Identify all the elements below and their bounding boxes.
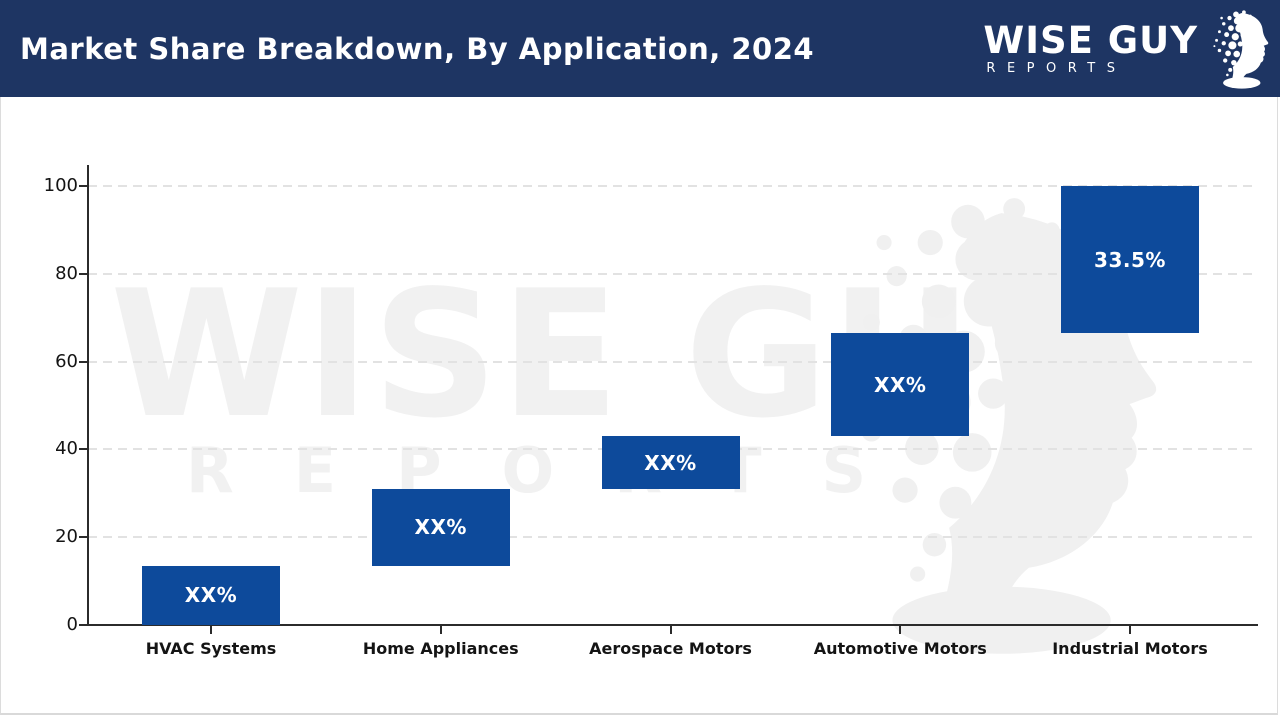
category-label: Home Appliances	[362, 639, 519, 658]
y-tick-label: 0	[66, 614, 78, 635]
y-tick-label: 100	[43, 175, 78, 196]
category-label: Industrial Motors	[1052, 639, 1208, 658]
y-tick-label: 20	[55, 526, 78, 548]
y-tick-mark	[79, 360, 88, 363]
bar-segment: 33.5%	[1061, 186, 1199, 334]
brand-logo: WISE GUY REPORTS	[983, 8, 1272, 90]
y-tick-label: 40	[55, 438, 78, 460]
page-title: Market Share Breakdown, By Application, …	[20, 31, 815, 66]
y-tick-label: 80	[55, 262, 78, 284]
y-tick-mark	[79, 536, 88, 539]
y-tick-mark	[79, 448, 88, 451]
gridline	[88, 185, 1258, 187]
x-tick-mark	[899, 626, 902, 634]
gridline	[88, 360, 1258, 363]
bar-segment: XX%	[601, 436, 740, 489]
brand-name: WISE GUY	[983, 19, 1198, 62]
bar-value-label: 33.5%	[1094, 247, 1166, 272]
x-tick-mark	[210, 626, 212, 634]
header: Market Share Breakdown, By Application, …	[0, 0, 1280, 97]
bar-segment: XX%	[371, 488, 510, 566]
logo-head-icon	[1213, 9, 1269, 89]
y-tick-label: 60	[55, 350, 78, 372]
x-tick-mark	[439, 626, 442, 634]
category-label: HVAC Systems	[145, 639, 277, 658]
bar-value-label: XX%	[874, 372, 927, 397]
gridline	[88, 536, 1258, 539]
bar-value-label: XX%	[644, 450, 697, 475]
gridline	[88, 272, 1258, 275]
x-axis-line	[87, 624, 1258, 626]
y-axis-line	[87, 165, 89, 626]
bar-segment: XX%	[142, 565, 280, 625]
bar-value-label: XX%	[184, 583, 238, 608]
bar-segment: XX%	[831, 333, 970, 437]
category-label: Automotive Motors	[813, 639, 987, 658]
y-tick-mark	[79, 624, 88, 626]
y-tick-mark	[79, 272, 88, 275]
category-label: Aerospace Motors	[589, 639, 752, 658]
bar-value-label: XX%	[414, 515, 467, 540]
x-tick-mark	[1129, 626, 1131, 634]
x-tick-mark	[669, 626, 672, 634]
brand-wordmark: WISE GUY REPORTS	[983, 22, 1198, 75]
brand-subtitle: REPORTS	[986, 61, 1127, 76]
y-tick-mark	[79, 185, 88, 187]
